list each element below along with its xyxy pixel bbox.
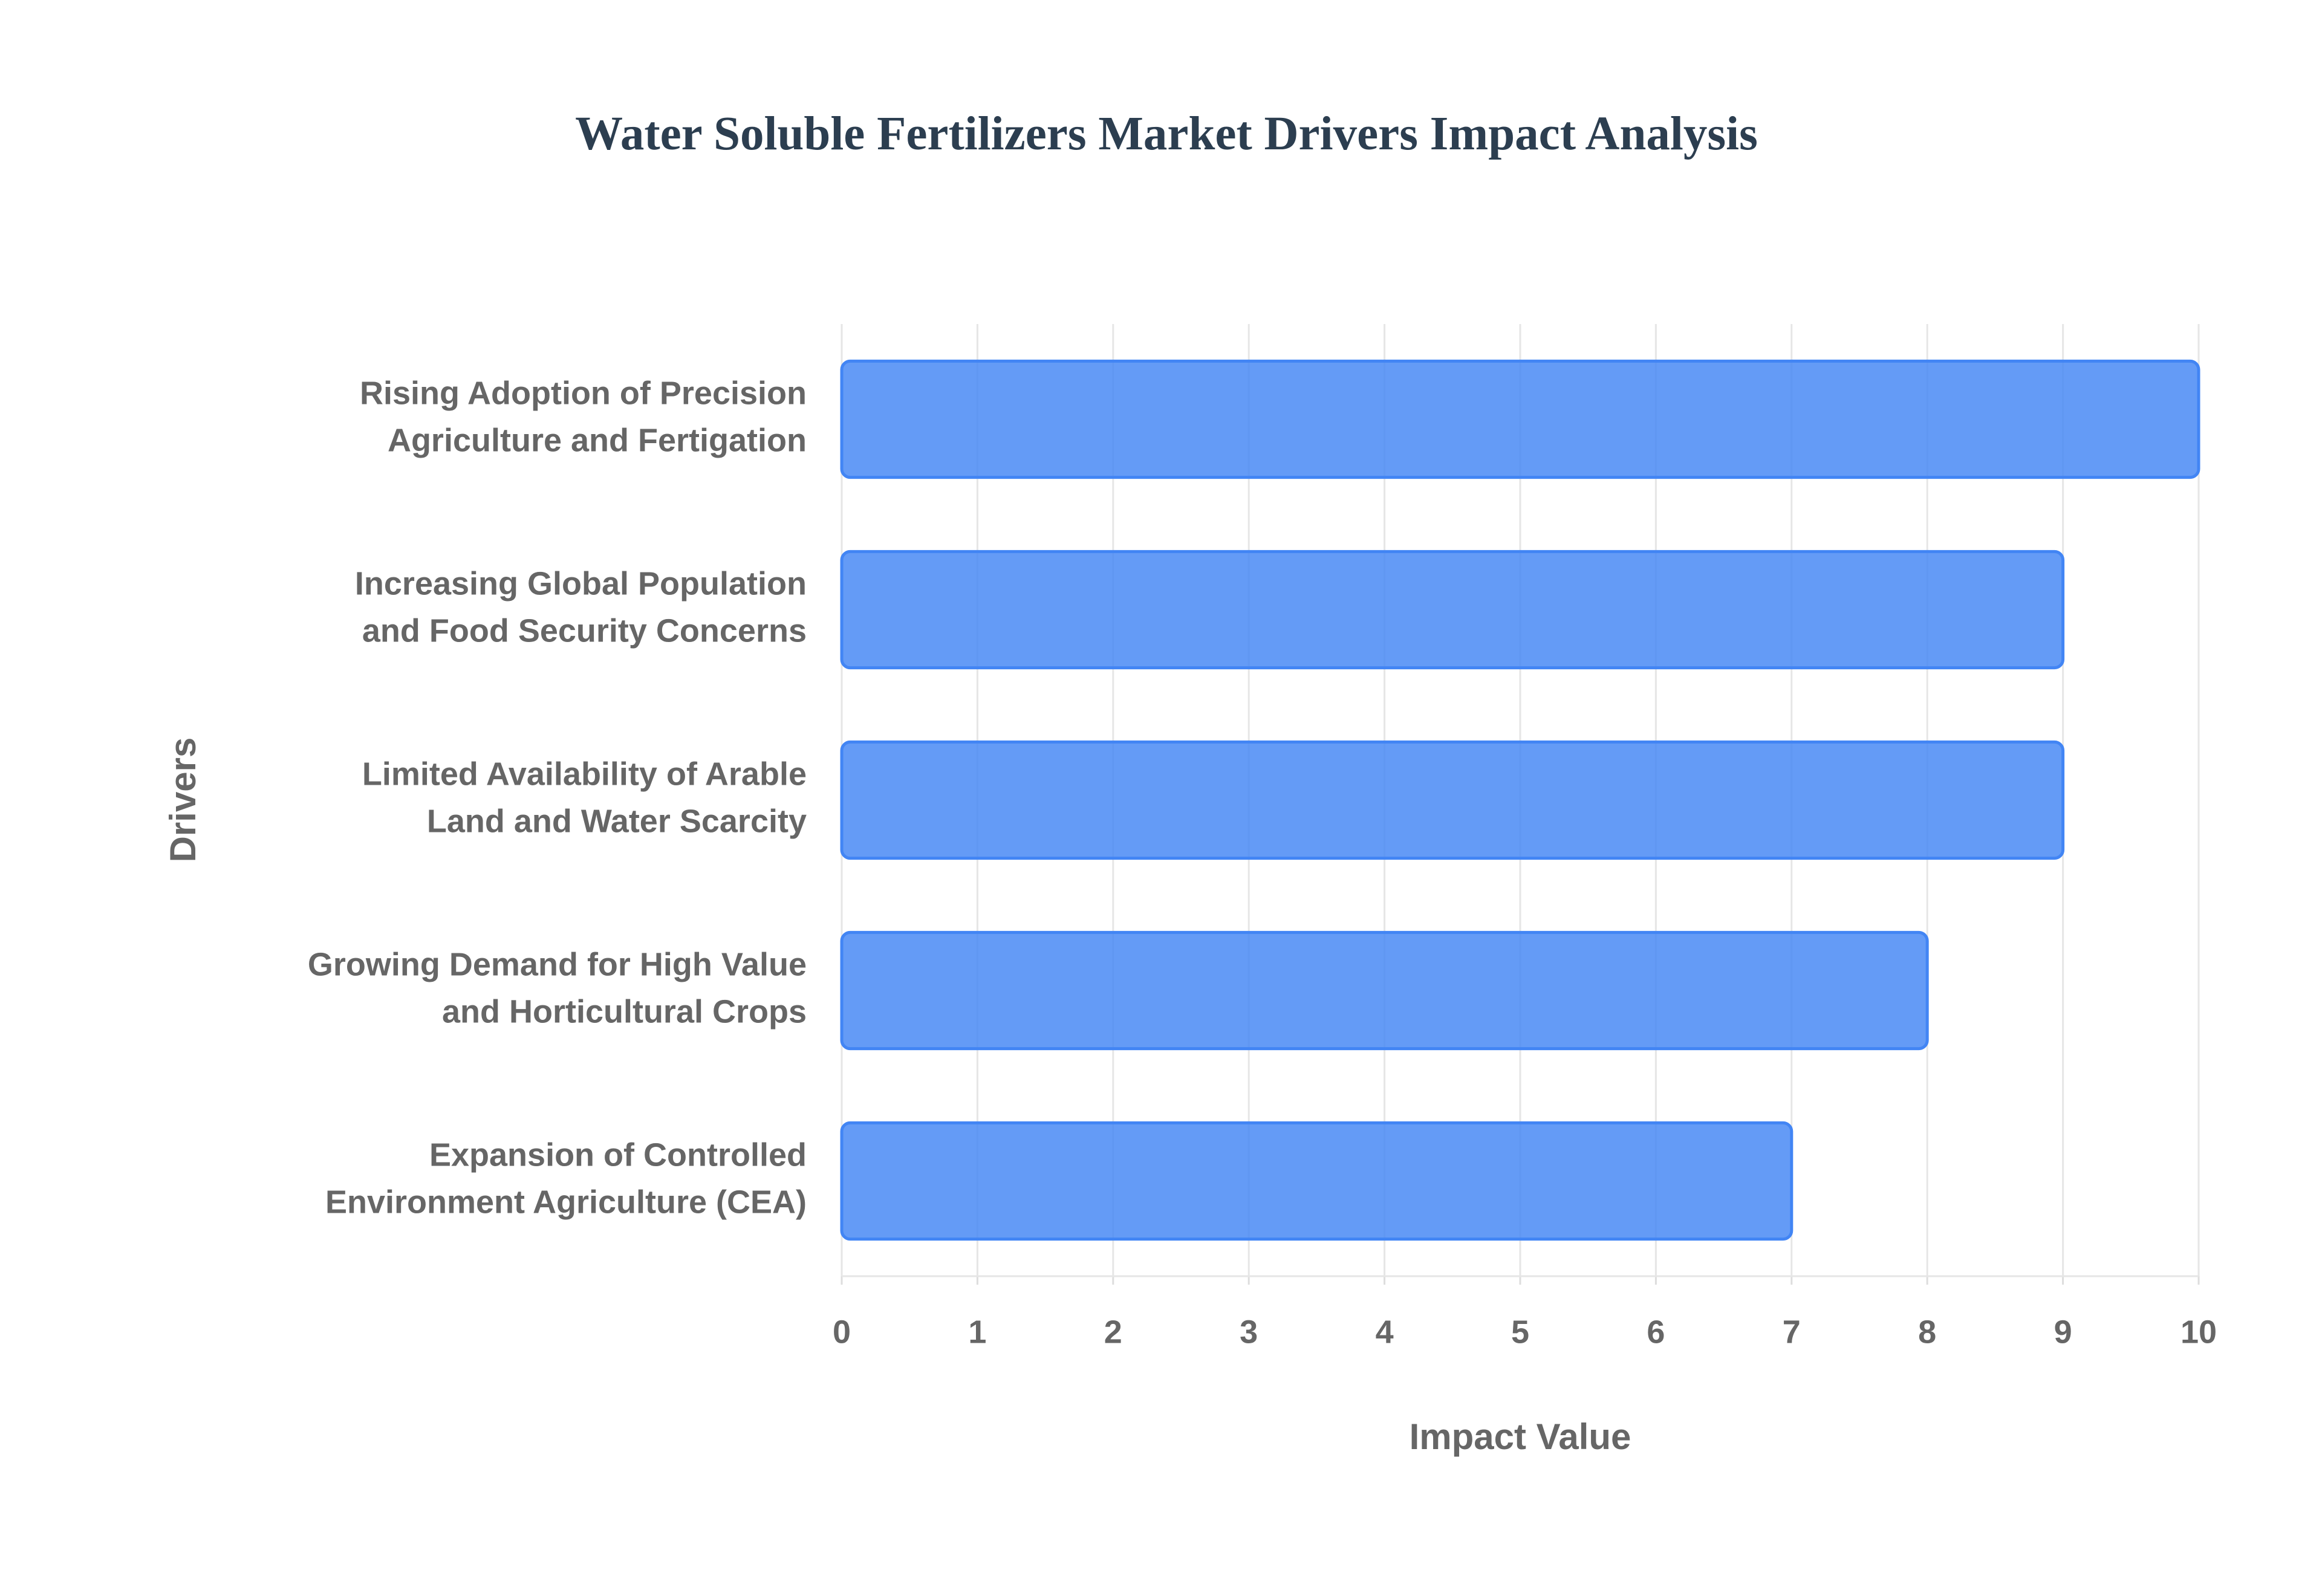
x-tick-label: 8 bbox=[1918, 1314, 1936, 1350]
x-tick-label: 10 bbox=[2181, 1314, 2217, 1350]
x-tick-label: 6 bbox=[1647, 1314, 1665, 1350]
x-tick-label: 0 bbox=[833, 1314, 851, 1350]
y-tick-label: Increasing Global Population and Food Sec… bbox=[355, 566, 807, 649]
y-tick-label: Growing Demand for High Value and Horticu… bbox=[308, 947, 807, 1030]
x-axis-title: Impact Value bbox=[1410, 1416, 1631, 1457]
x-tick-label: 5 bbox=[1511, 1314, 1529, 1350]
bar bbox=[840, 359, 2200, 479]
y-tick-label: Rising Adoption of Precision Agriculture … bbox=[360, 375, 807, 459]
x-tick-label: 3 bbox=[1240, 1314, 1258, 1350]
bar bbox=[840, 1121, 1794, 1241]
x-tick-label: 9 bbox=[2054, 1314, 2072, 1350]
y-tick-label: Limited Availability of Arable Land and W… bbox=[362, 756, 807, 840]
y-axis-title: Drivers bbox=[163, 738, 203, 863]
x-tick-label: 1 bbox=[968, 1314, 986, 1350]
y-tick-label: Expansion of Controlled Environment Agric… bbox=[325, 1137, 807, 1221]
x-tick-label: 4 bbox=[1376, 1314, 1394, 1350]
chart-title: Water Soluble Fertilizers Market Drivers… bbox=[575, 108, 1758, 160]
x-tick-label: 7 bbox=[1783, 1314, 1801, 1350]
bar bbox=[840, 550, 2065, 670]
x-tick-label: 2 bbox=[1104, 1314, 1122, 1350]
bar bbox=[840, 740, 2065, 860]
bar bbox=[840, 930, 1929, 1051]
